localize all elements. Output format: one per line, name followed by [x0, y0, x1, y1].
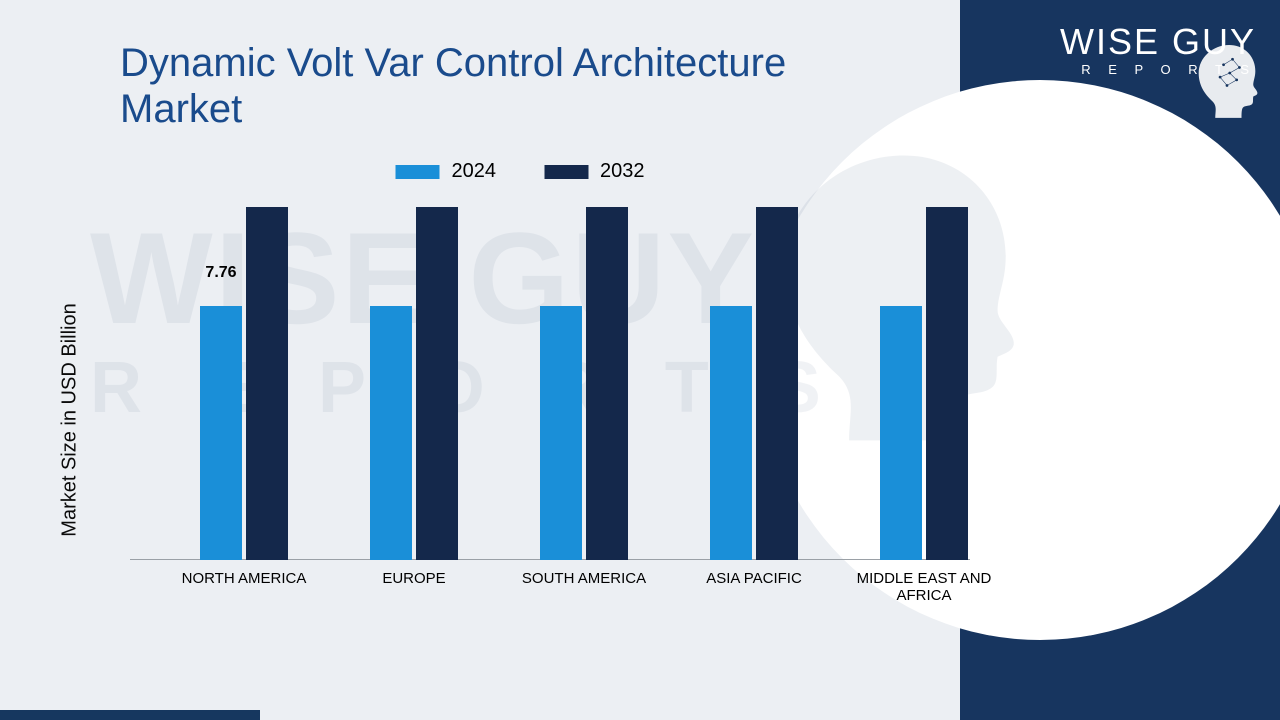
legend-swatch: [396, 165, 440, 179]
legend-item: 2032: [544, 160, 645, 183]
bar-chart: Market Size in USD Billion 20242032 7.76…: [70, 160, 970, 680]
bar: [246, 207, 288, 560]
x-tick-label: NORTH AMERICA: [174, 570, 314, 587]
bottom-accent-bar: [0, 710, 260, 720]
legend-label: 2032: [600, 160, 645, 183]
bar: [926, 207, 968, 560]
bar: [540, 306, 582, 560]
brand-logo: WISE GUY R E P O R T S: [1060, 24, 1256, 77]
bar: [880, 306, 922, 560]
x-tick-label: SOUTH AMERICA: [514, 570, 654, 587]
legend-item: 2024: [396, 160, 497, 183]
legend-label: 2024: [452, 160, 497, 183]
bar: [370, 306, 412, 560]
report-chart-frame: WISE GUY R E P O R T S WISE GUY R E P O …: [0, 0, 1280, 720]
bar: [756, 207, 798, 560]
bar: [710, 306, 752, 560]
y-axis-label: Market Size in USD Billion: [59, 303, 82, 536]
chart-title: Dynamic Volt Var Control Architecture Ma…: [120, 40, 840, 132]
x-tick-label: ASIA PACIFIC: [684, 570, 824, 587]
legend-swatch: [544, 165, 588, 179]
bar: [586, 207, 628, 560]
bar: [416, 207, 458, 560]
chart-legend: 2024 2032: [396, 160, 645, 183]
bar-value-label: 7.76: [205, 264, 236, 282]
x-tick-label: EUROPE: [344, 570, 484, 587]
bar: [200, 306, 242, 560]
head-silhouette-icon: [1192, 44, 1262, 120]
x-tick-label: MIDDLE EAST AND AFRICA: [854, 570, 994, 605]
plot-area: 7.76NORTH AMERICAEUROPESOUTH AMERICAASIA…: [130, 200, 970, 560]
